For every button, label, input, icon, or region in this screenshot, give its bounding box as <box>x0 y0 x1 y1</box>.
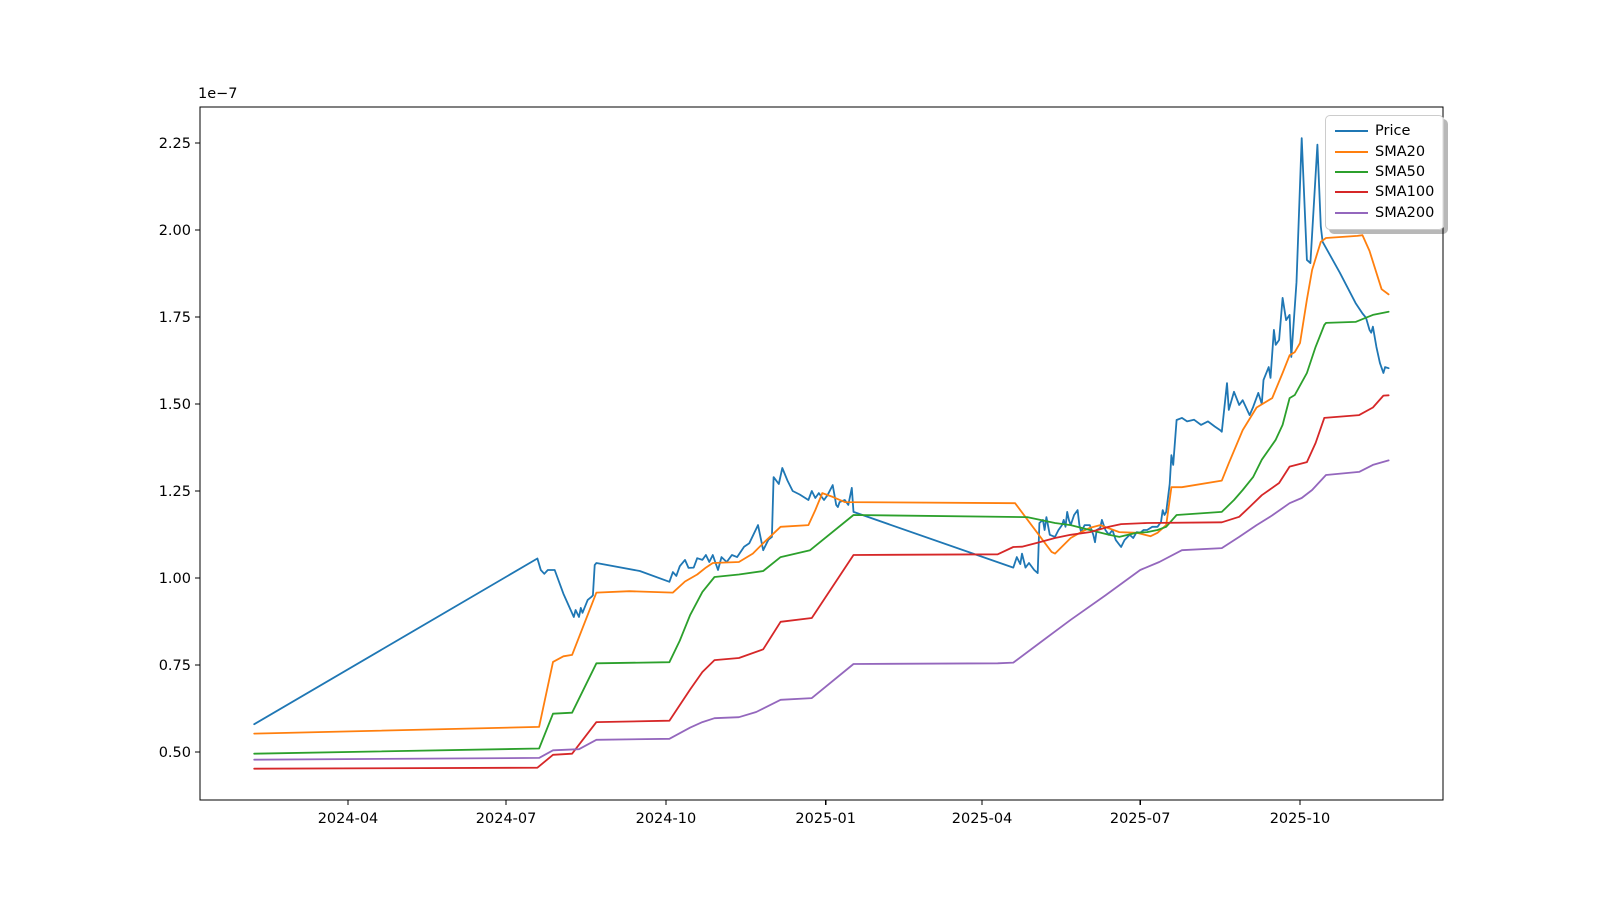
y-tick-label: 1.50 <box>159 397 191 413</box>
legend-label-price: Price <box>1375 123 1411 140</box>
legend-entry-sma20: SMA20 <box>1335 141 1434 161</box>
legend-label-sma50: SMA50 <box>1375 163 1426 180</box>
sma50-line-sample <box>1335 170 1368 173</box>
sma20-line-sample <box>1335 150 1368 153</box>
x-tick-label: 2024-07 <box>476 811 537 827</box>
legend-label-sma100: SMA100 <box>1375 184 1435 201</box>
plot-background <box>200 107 1443 800</box>
y-tick-label: 1.00 <box>159 571 191 587</box>
x-tick-label: 2025-07 <box>1110 811 1171 827</box>
sma200-line-sample <box>1335 211 1368 214</box>
y-axis-offset-text: 1e−7 <box>198 86 238 102</box>
x-tick-label: 2025-01 <box>795 811 856 827</box>
legend: Price SMA20 SMA50 SMA100 SMA200 <box>1325 115 1445 230</box>
x-tick-label: 2025-10 <box>1270 811 1331 827</box>
legend-entry-price: Price <box>1335 121 1434 141</box>
price-line-sample <box>1335 130 1368 133</box>
x-tick-label: 2025-04 <box>952 811 1013 827</box>
x-tick-label: 2024-10 <box>636 811 697 827</box>
y-tick-label: 0.50 <box>159 745 191 761</box>
series-line-sma100 <box>253 394 1390 770</box>
legend-entry-sma200: SMA200 <box>1335 203 1434 223</box>
series-line-sma20 <box>253 234 1390 735</box>
x-tick-label: 2024-04 <box>318 811 379 827</box>
y-tick-label: 2.25 <box>159 136 191 152</box>
legend-label-sma200: SMA200 <box>1375 204 1435 221</box>
y-tick-label: 1.75 <box>159 310 191 326</box>
legend-entry-sma100: SMA100 <box>1335 182 1434 202</box>
y-tick-label: 0.75 <box>159 658 191 674</box>
y-tick-label: 2.00 <box>159 223 191 239</box>
legend-entry-sma50: SMA50 <box>1335 162 1434 182</box>
axes-frame <box>199 106 1444 801</box>
sma100-line-sample <box>1335 191 1368 194</box>
series-line-price <box>253 137 1390 726</box>
y-tick-label: 1.25 <box>159 484 191 500</box>
series-line-sma50 <box>253 310 1390 755</box>
series-line-sma200 <box>253 459 1390 761</box>
legend-label-sma20: SMA20 <box>1375 143 1426 160</box>
